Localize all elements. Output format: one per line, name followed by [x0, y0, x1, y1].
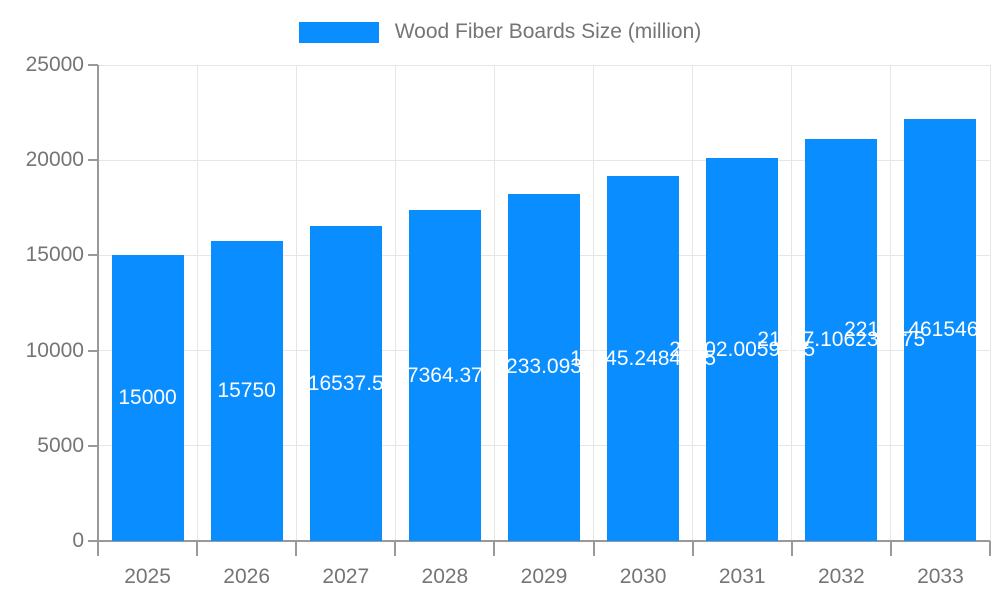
x-axis-line [88, 540, 990, 542]
x-axis-tick [989, 541, 991, 556]
bar-value-label: 20102.0059375 [669, 337, 816, 361]
bar-value-label: 18233.09375 [482, 355, 606, 379]
y-axis-label: 0 [72, 529, 84, 552]
x-axis-tick [196, 541, 199, 556]
bar-2028[interactable] [408, 210, 481, 541]
x-axis-tick [790, 541, 793, 556]
y-axis-label: 25000 [25, 53, 84, 76]
x-axis-label: 2029 [520, 565, 568, 588]
x-gridline [394, 65, 396, 541]
x-gridline [791, 65, 793, 541]
y-axis-line [97, 65, 99, 556]
x-axis-tick [295, 541, 298, 556]
y-axis-label: 15000 [25, 243, 84, 267]
bar-value-label: 21107.106234375 [757, 328, 926, 352]
x-axis-tick [493, 541, 496, 556]
y-gridline [98, 64, 990, 66]
x-gridline [890, 65, 892, 541]
y-axis-label: 20000 [25, 148, 84, 172]
bar-2033[interactable] [904, 119, 977, 541]
y-axis-tick [88, 254, 98, 257]
y-gridline [98, 159, 990, 161]
x-axis-label: 2030 [619, 565, 667, 588]
x-gridline [692, 65, 694, 541]
x-axis-label: 2026 [223, 565, 271, 588]
x-axis-tick [889, 541, 892, 556]
bar-value-label: 15000 [118, 386, 177, 410]
legend-swatch [298, 21, 379, 43]
x-axis-label: 2027 [322, 565, 370, 588]
y-axis-label: 5000 [37, 433, 84, 457]
y-axis-tick [88, 444, 98, 447]
y-axis-tick [88, 349, 98, 352]
bar-2032[interactable] [805, 139, 878, 541]
bar-2026[interactable] [210, 241, 283, 541]
bar-value-label: 19145.2484375 [570, 346, 717, 370]
x-gridline [196, 65, 198, 541]
y-axis-tick [88, 64, 98, 66]
x-gridline [493, 65, 495, 541]
y-axis-tick [88, 159, 98, 162]
x-gridline [989, 65, 991, 541]
x-axis-label: 2033 [917, 565, 964, 588]
bar-2031[interactable] [706, 158, 779, 541]
legend-label: Wood Fiber Boards Size (million) [394, 20, 702, 43]
x-gridline [593, 65, 595, 541]
x-gridline [295, 65, 297, 541]
bar-2025[interactable] [111, 255, 184, 541]
bar-value-label: 16537.5 [307, 371, 384, 395]
legend-item[interactable]: Wood Fiber Boards Size (million) [0, 20, 1000, 44]
bar-2027[interactable] [309, 226, 382, 541]
x-axis-label: 2031 [718, 565, 766, 588]
x-axis-label: 2032 [817, 565, 865, 588]
bar-value-label: 15750 [217, 379, 276, 403]
x-axis-tick [394, 541, 397, 556]
bar-2029[interactable] [508, 193, 580, 541]
y-axis-label: 10000 [25, 338, 84, 362]
x-axis-label: 2028 [421, 565, 469, 588]
bar-value-label: 17364.375 [395, 363, 495, 387]
bar-2030[interactable] [607, 176, 680, 541]
bar-value-label: 22162.46154609375 [844, 318, 1000, 341]
x-axis-tick [592, 541, 595, 556]
x-axis-tick [691, 541, 694, 556]
x-axis-label: 2025 [124, 565, 171, 588]
